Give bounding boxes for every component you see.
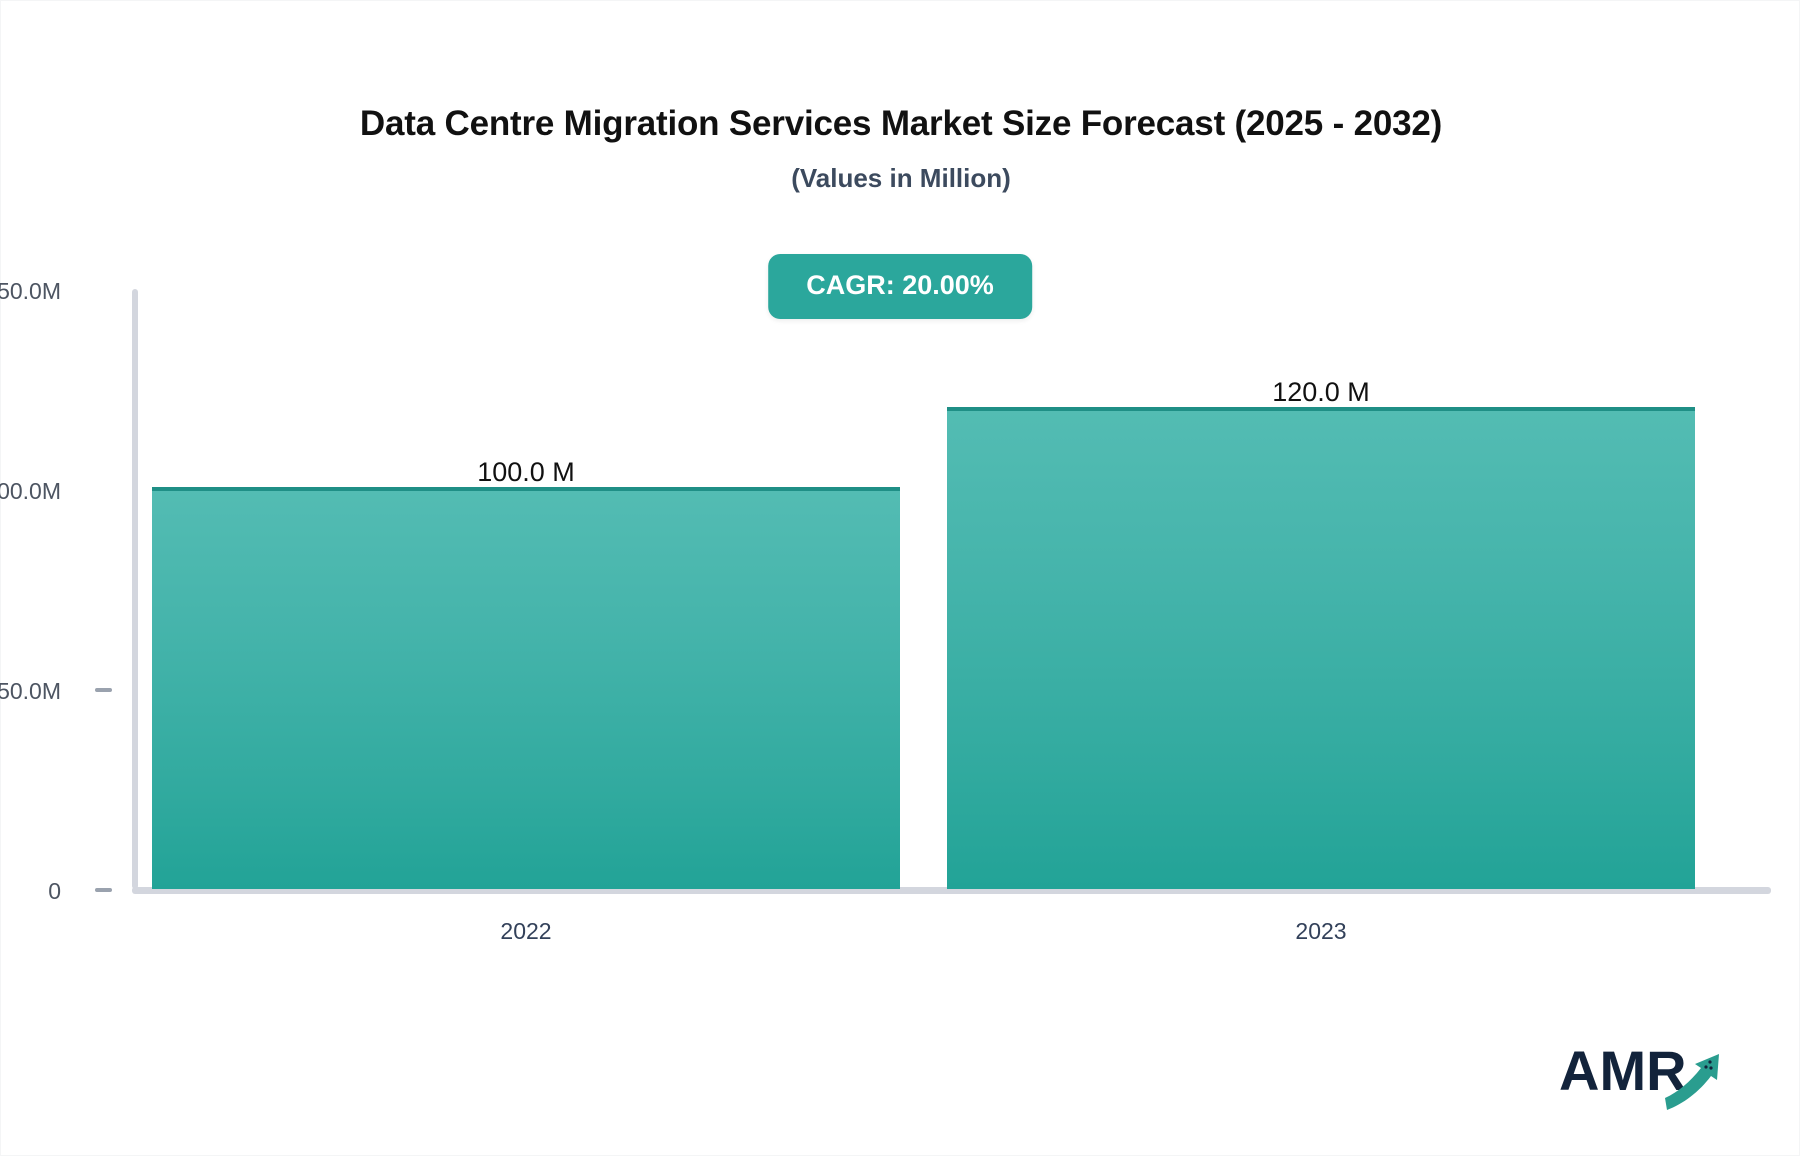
title-block: Data Centre Migration Services Market Si… <box>1 104 1800 193</box>
amr-logo: AMR <box>1559 1034 1759 1120</box>
bar-2023 <box>947 407 1695 889</box>
y-tick-label-0: 0 <box>48 878 61 904</box>
x-axis-line <box>132 887 1771 894</box>
amr-logo-svg: AMR <box>1559 1039 1719 1110</box>
bar-2022 <box>152 487 900 889</box>
amr-logo-text: AMR <box>1559 1039 1687 1102</box>
bar-value-2022: 100.0 M <box>477 457 575 487</box>
y-tick-label-100: 100.0M <box>0 478 61 504</box>
chart-subtitle: (Values in Million) <box>791 162 1011 193</box>
y-tick-label-50: 50.0M <box>0 678 61 704</box>
chart-title: Data Centre Migration Services Market Si… <box>359 104 1443 143</box>
y-tick-mark-0 <box>95 888 112 892</box>
bar-value-2023: 120.0 M <box>1272 377 1370 407</box>
growth-arrow-icon <box>1665 1054 1719 1110</box>
y-axis-line <box>132 289 138 889</box>
y-tick-mark-50 <box>95 688 112 692</box>
cagr-badge: CAGR: 20.00% <box>768 254 1032 319</box>
y-tick-label-150: 150.0M <box>0 278 61 304</box>
x-tick-label-2022: 2022 <box>500 918 552 944</box>
x-tick-label-2023: 2023 <box>1295 918 1347 944</box>
